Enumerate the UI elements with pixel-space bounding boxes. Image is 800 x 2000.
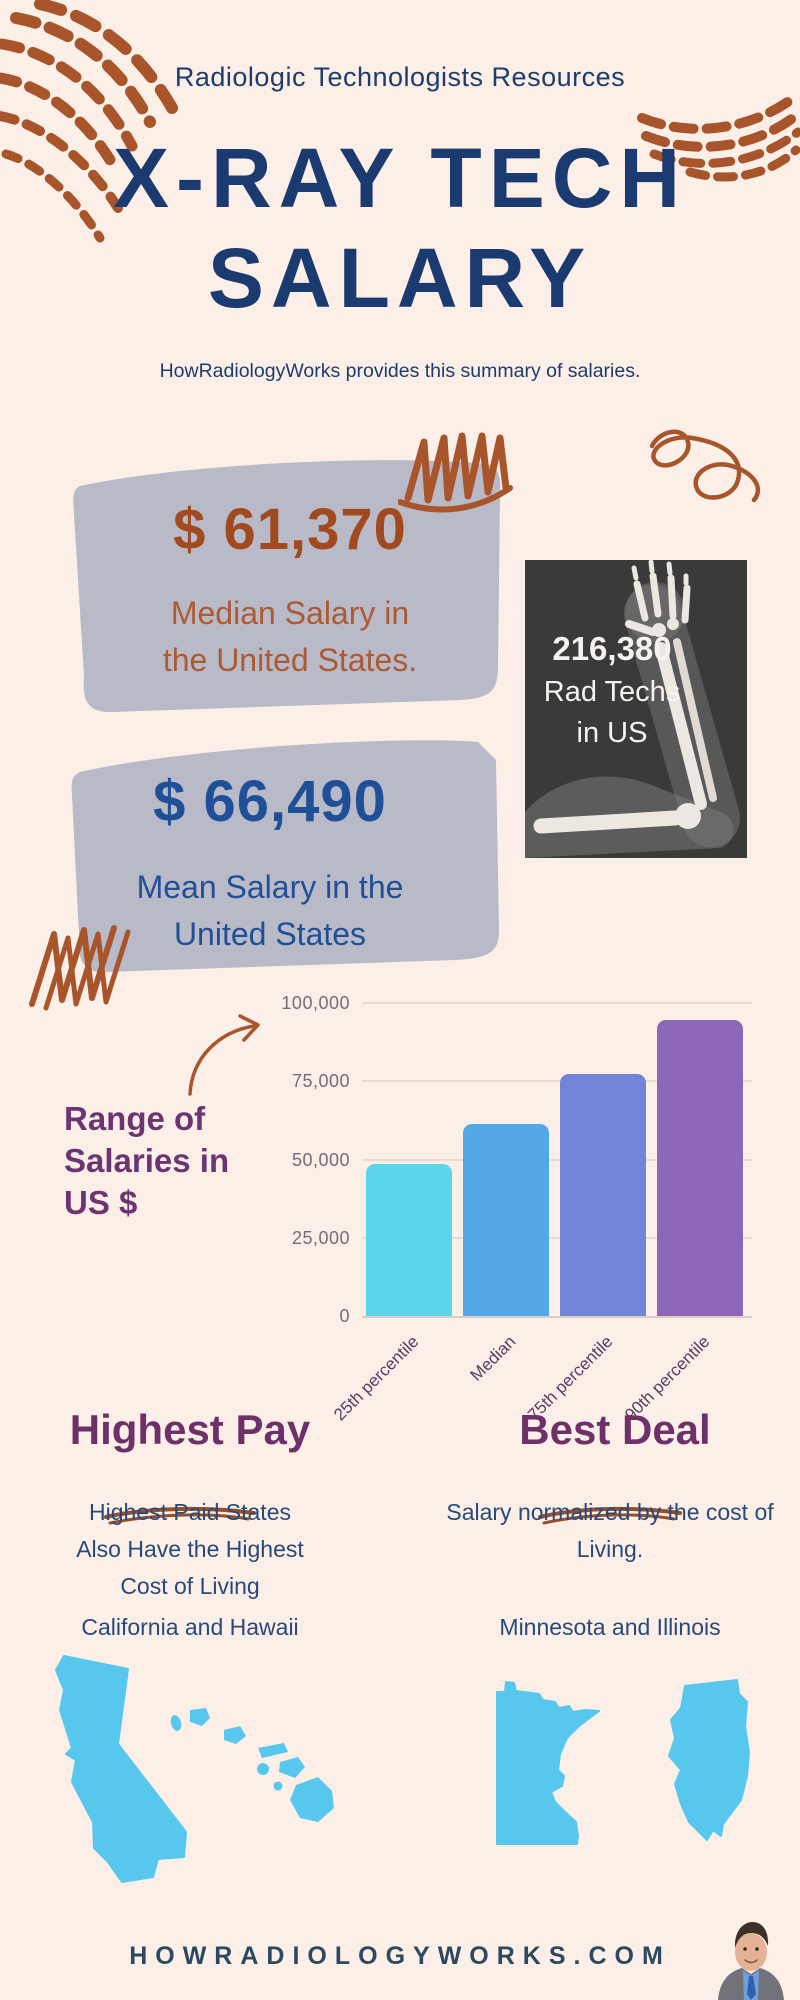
page-subtitle: HowRadiologyWorks provides this summary … [159,360,641,382]
bar-75th-percentile [560,1074,646,1316]
dashed-arc-decoration-top-right [637,91,800,182]
minnesota-map-shape [496,1681,600,1845]
rad-tech-count-text: 216,380 Rad Techs in US [543,630,681,749]
zigzag-scribble-decoration [29,925,131,1011]
hatch-scribble-decoration [398,432,513,513]
highest-pay-body: Highest Paid States Also Have the Highes… [76,1499,304,1599]
bar-25th-percentile [366,1164,452,1316]
y-tick-label: 50,000 [291,1149,350,1170]
best-deal-heading: Best Deal [519,1406,711,1453]
illinois-map-shape [668,1679,750,1841]
xray-image-box: 216,380 Rad Techs in US [525,559,747,858]
loop-doodle-decoration [649,429,761,503]
hawaii-map-shape [170,1708,334,1822]
chart-gridline [362,1236,752,1239]
y-tick-label: 0 [339,1306,350,1326]
highest-pay-states: California and Hawaii [81,1614,299,1640]
median-salary-label: Median Salary in the United States. [162,595,418,678]
y-axis-labels: 0 25,000 50,000 75,000 100,000 [270,993,350,1326]
underline-scribble-right [538,1506,682,1525]
page-title: X-RAY TECH SALARY [0,128,800,328]
title-line-2: SALARY [207,231,593,325]
website-url: HOWRADIOLOGYWORKS.COM [129,1942,671,1970]
salary-bar-chart: 0 25,000 50,000 75,000 100,000 25th percenti… [270,993,760,1424]
mean-salary-label: Mean Salary in the United States [136,869,404,952]
bar-90th-percentile [657,1020,743,1316]
mean-salary-amount: $ 66,490 [153,769,387,834]
y-tick-label: 100,000 [281,993,350,1013]
y-tick-label: 75,000 [291,1071,350,1092]
best-deal-body: Salary normalized by the cost of Living. [446,1499,774,1562]
eyebrow-label: Radiologic Technologists Resources [174,62,626,92]
median-salary-amount: $ 61,370 [173,497,407,562]
california-map-shape [55,1655,187,1883]
underline-scribble-left [104,1506,256,1525]
salary-chart-plot: 25th percentile Median 75th percentile 90th… [330,1002,752,1424]
chart-gridline [362,1158,752,1161]
dashed-arc-decoration-top-left [0,0,178,243]
author-portrait [718,1922,784,2000]
chart-gridline [362,1002,752,1004]
highest-pay-heading: Highest Pay [69,1406,311,1453]
best-deal-states: Minnesota and Illinois [499,1614,721,1640]
chart-caption: Range of Salaries in US $ [64,1100,230,1221]
bar-median [463,1124,549,1316]
title-line-1: X-RAY TECH [112,131,688,225]
xray-arm-illustration [525,559,740,858]
curved-arrow-decoration [188,1014,260,1096]
y-tick-label: 25,000 [291,1227,350,1248]
chart-gridline [362,1080,752,1083]
